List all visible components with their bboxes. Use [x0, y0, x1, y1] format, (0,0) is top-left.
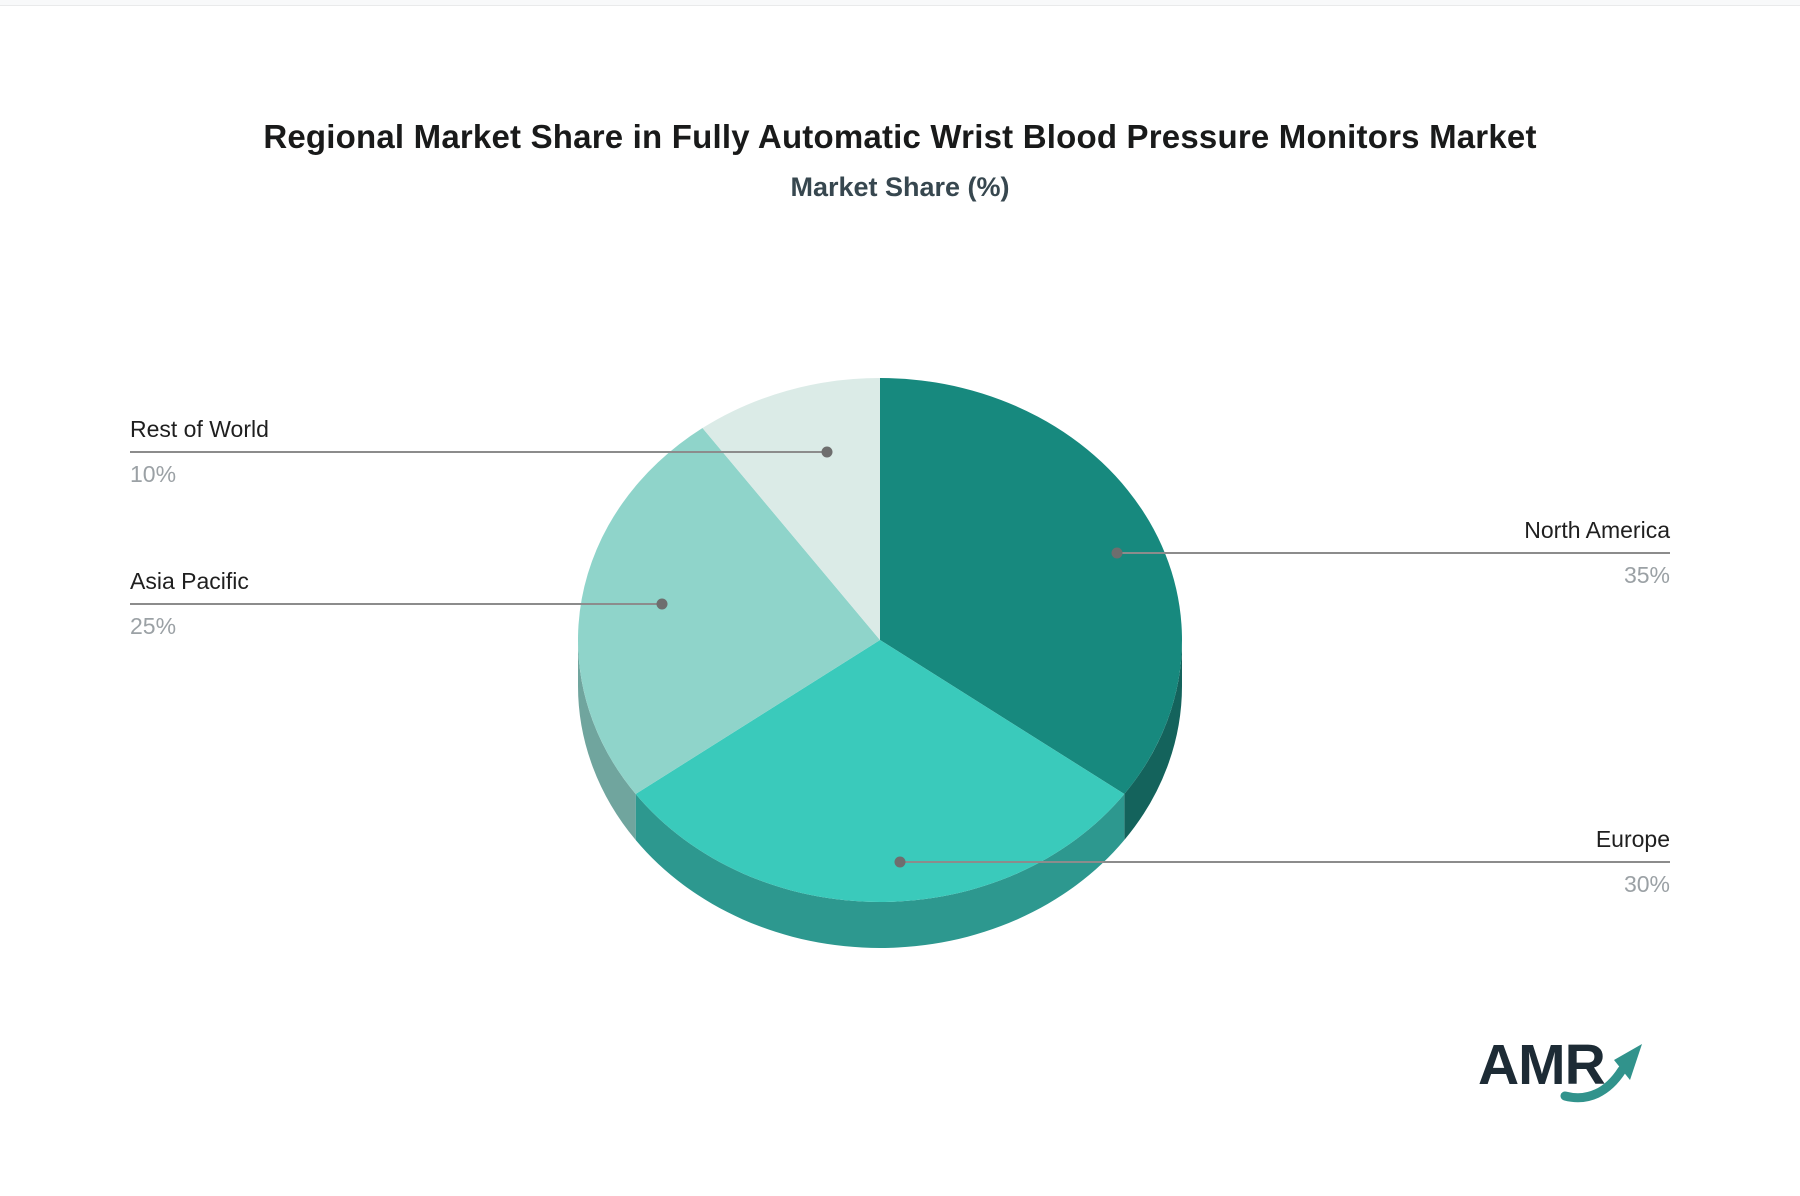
annotation-europe: Europe 30%	[1150, 825, 1670, 898]
pie-slice-side-north-america	[1124, 640, 1182, 840]
leader-dot-north-america	[1111, 547, 1123, 559]
amr-logo: AMR	[1478, 1032, 1678, 1112]
slice-value-europe: 30%	[1623, 871, 1670, 897]
annotation-rest-of-world: Rest of World 10%	[130, 415, 650, 488]
pie-slice-europe[interactable]	[635, 640, 1125, 902]
chart-header: Regional Market Share in Fully Automatic…	[0, 118, 1800, 203]
pie-slice-side-europe	[635, 793, 1125, 948]
pie-slice-asia-pacific[interactable]	[577, 428, 880, 794]
slice-label-north-america: North America	[1524, 517, 1670, 543]
annotation-asia-pacific: Asia Pacific 25%	[130, 567, 650, 640]
top-border	[0, 0, 1800, 6]
slice-value-rest-of-world: 10%	[130, 461, 177, 487]
chart-subtitle: Market Share (%)	[790, 172, 1010, 202]
annotation-north-america: North America 35%	[1150, 516, 1670, 589]
logo-arrow-icon	[1560, 1044, 1642, 1103]
leader-dot-asia-pacific	[656, 598, 668, 610]
chart-title: Regional Market Share in Fully Automatic…	[263, 118, 1537, 155]
slice-value-asia-pacific: 25%	[130, 613, 177, 639]
slice-value-north-america: 35%	[1623, 562, 1670, 588]
slice-label-europe: Europe	[1595, 826, 1670, 852]
pie-slice-side-asia-pacific	[578, 640, 636, 840]
amr-logo-text: AMR	[1478, 1033, 1606, 1097]
slice-label-asia-pacific: Asia Pacific	[130, 568, 249, 594]
leader-dot-europe	[894, 856, 906, 868]
slice-label-rest-of-world: Rest of World	[130, 416, 269, 442]
pie-slice-north-america[interactable]	[880, 378, 1182, 794]
leader-dot-rest-of-world	[821, 446, 833, 458]
pie-slice-rest-of-world[interactable]	[702, 378, 880, 640]
